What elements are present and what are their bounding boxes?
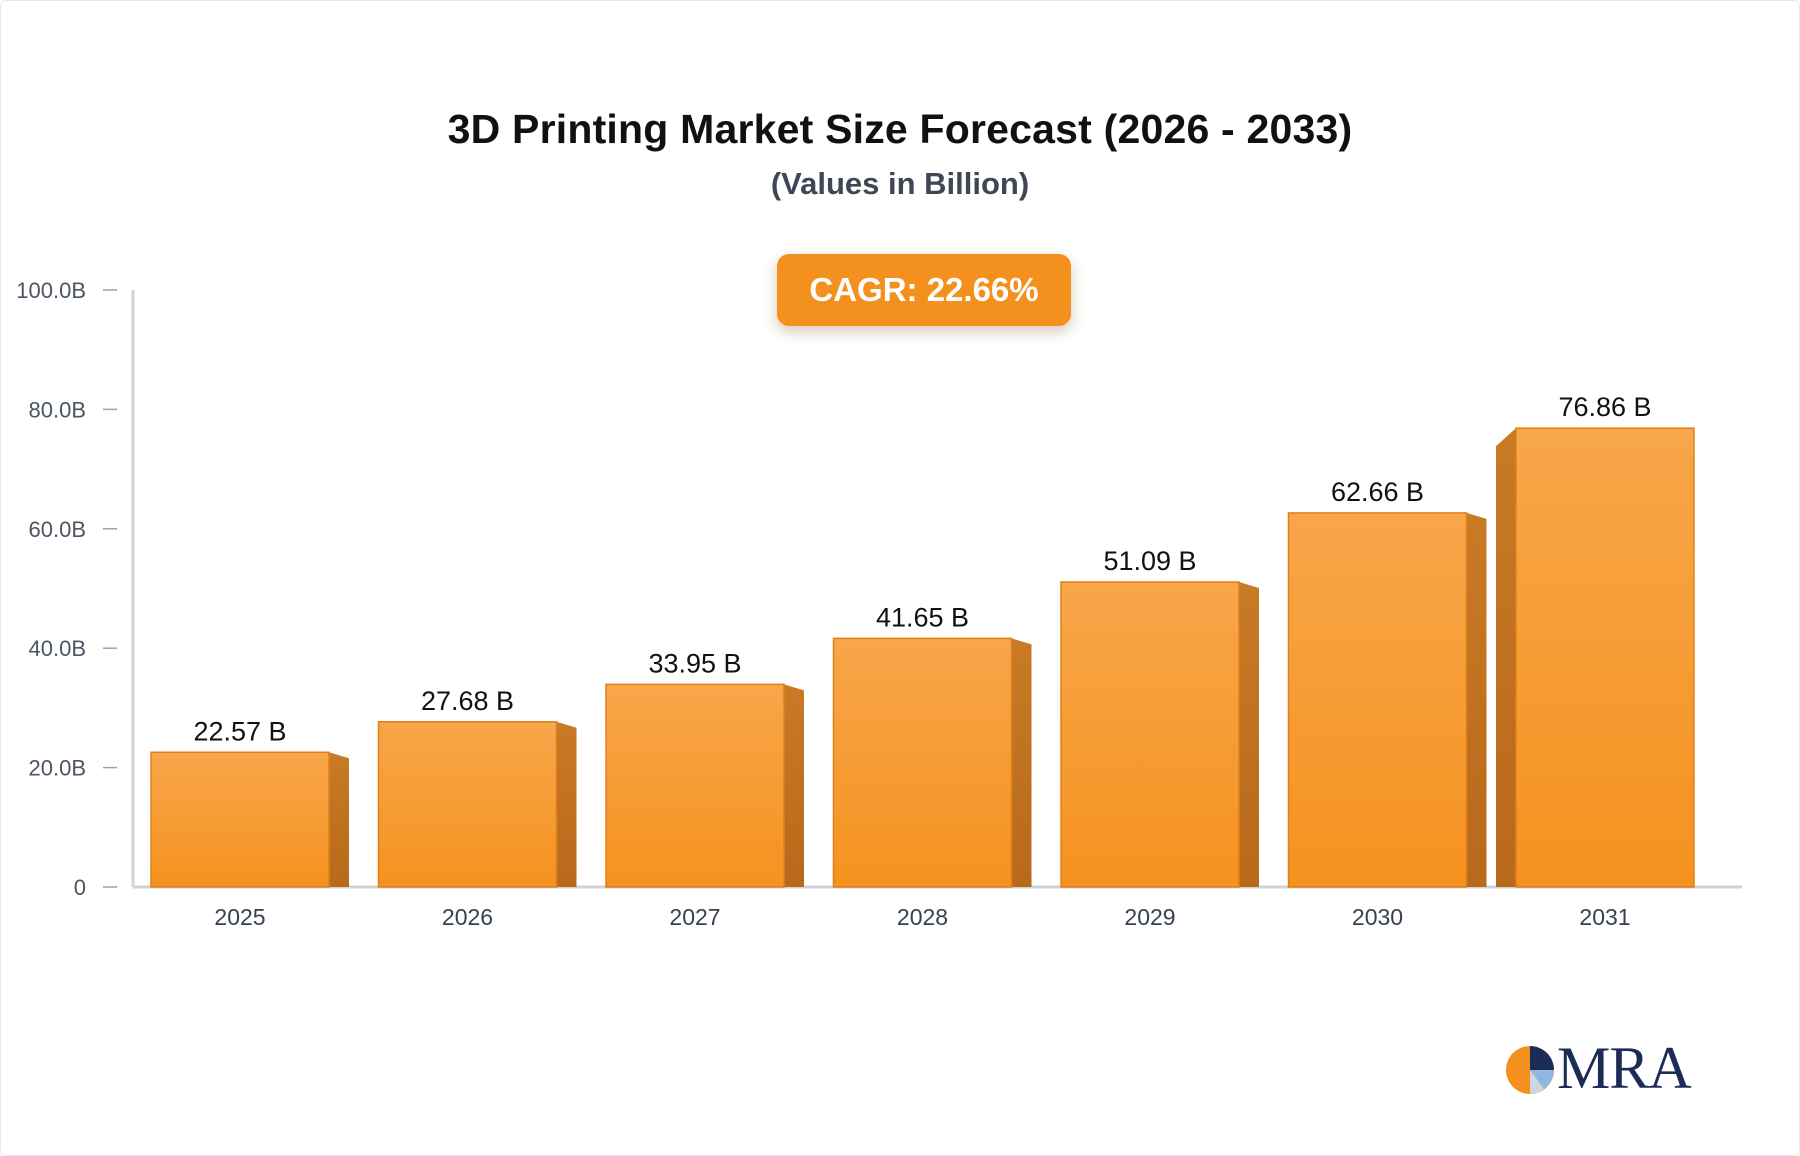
chart-title: 3D Printing Market Size Forecast (2026 -… — [447, 106, 1353, 152]
y-tick-label: 60.0B — [29, 517, 87, 542]
bar-value-label: 22.57 B — [193, 716, 286, 746]
bar-side-face — [784, 684, 804, 887]
x-tick-label: 2031 — [1579, 904, 1630, 930]
bar-side-face — [1011, 638, 1032, 887]
mra-logo: MRA — [1500, 1036, 1700, 1100]
bar-front-face — [1060, 581, 1240, 888]
y-tick-label: 80.0B — [29, 397, 87, 422]
chart-subtitle: (Values in Billion) — [770, 166, 1030, 201]
bar-2027: 33.95 B 2027 — [605, 648, 804, 930]
bar-side-face — [556, 721, 577, 887]
bar-front-face — [150, 751, 330, 888]
x-tick-label: 2028 — [897, 904, 948, 930]
x-tick-label: 2029 — [1124, 904, 1175, 930]
y-tick-label: 100.0B — [16, 278, 86, 303]
x-tick-label: 2030 — [1352, 904, 1403, 930]
y-tick-label: 40.0B — [29, 636, 87, 661]
bar-front-face — [605, 683, 785, 888]
bar-side-face — [1239, 581, 1259, 887]
x-tick-label: 2027 — [669, 904, 720, 930]
bar-front-face — [1515, 427, 1695, 888]
pie-logo-icon — [1506, 1046, 1554, 1094]
bar-side-face — [1466, 512, 1487, 887]
bar-2030: 62.66 B 2030 — [1287, 477, 1487, 930]
bar-layer: 22.57 B 2025 27.68 B 2026 33.95 B 2027 41.65 B… — [150, 392, 1695, 930]
logo-text: MRA — [1557, 1035, 1692, 1101]
y-tick-label: 20.0B — [29, 756, 87, 781]
bar-value-label: 27.68 B — [421, 686, 514, 716]
bar-front-face — [1287, 512, 1468, 888]
bar-2031: 76.86 B 2031 — [1496, 392, 1695, 930]
cagr-badge: CAGR: 22.66% — [777, 254, 1071, 326]
bar-2029: 51.09 B 2029 — [1060, 546, 1259, 930]
bar-value-label: 33.95 B — [648, 648, 741, 678]
bar-side-face — [329, 752, 349, 887]
bar-value-label: 76.86 B — [1558, 392, 1651, 422]
bar-2025: 22.57 B 2025 — [150, 716, 349, 930]
bar-2028: 41.65 B 2028 — [832, 602, 1032, 930]
bar-front-face — [832, 637, 1013, 888]
bar-2026: 27.68 B 2026 — [377, 686, 577, 930]
bar-side-face — [1496, 428, 1516, 887]
bar-value-label: 41.65 B — [876, 602, 969, 632]
x-tick-label: 2025 — [214, 904, 265, 930]
bar-front-face — [377, 721, 558, 888]
bar-value-label: 51.09 B — [1103, 546, 1196, 576]
y-tick-label: 0 — [74, 875, 86, 900]
bar-value-label: 62.66 B — [1331, 477, 1424, 507]
x-tick-label: 2026 — [442, 904, 493, 930]
